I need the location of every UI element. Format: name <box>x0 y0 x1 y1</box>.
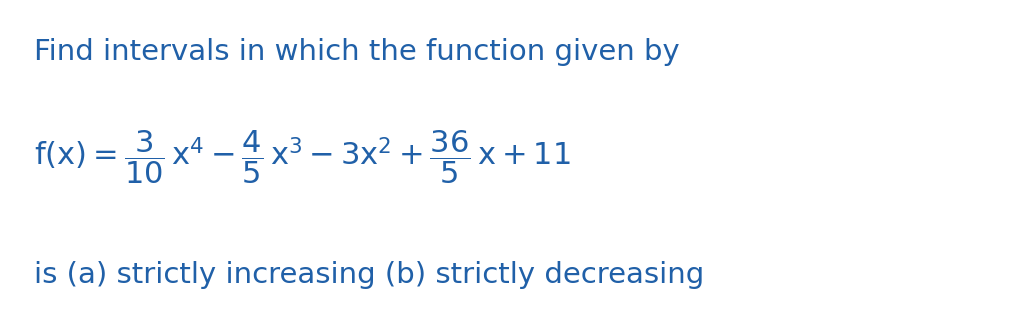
Text: $\mathsf{f(x) =\dfrac{3}{10}\,x^4 - \dfrac{4}{5}\,x^3 - 3x^2 + \dfrac{36}{5}\,x : $\mathsf{f(x) =\dfrac{3}{10}\,x^4 - \dfr… <box>34 128 570 186</box>
Text: is (a) strictly increasing (b) strictly decreasing: is (a) strictly increasing (b) strictly … <box>34 261 705 289</box>
Text: Find intervals in which the function given by: Find intervals in which the function giv… <box>34 38 680 66</box>
